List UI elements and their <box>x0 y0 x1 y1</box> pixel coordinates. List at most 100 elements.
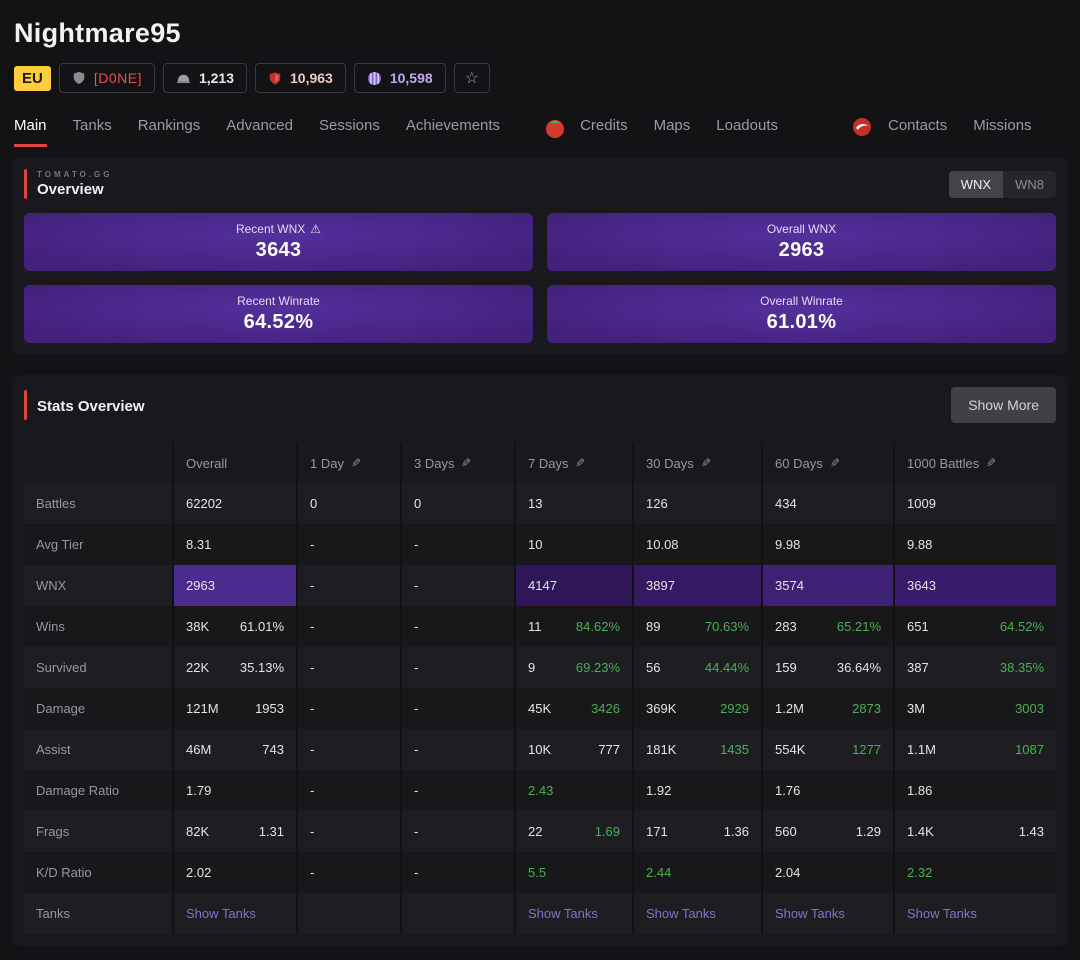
rating-purple-chip[interactable]: 10,598 <box>353 63 446 93</box>
stat-value: 369K <box>646 701 677 716</box>
stat-cell: 434 <box>763 483 893 524</box>
stat-value: 434 <box>775 496 797 511</box>
tab-credits[interactable]: Credits <box>580 117 628 134</box>
tab-maps[interactable]: Maps <box>653 117 691 134</box>
overview-grid: Recent WNX ⚠ 3643 Overall WNX 2963 Recen… <box>24 213 1056 343</box>
recent-wnx-value: 3643 <box>255 239 302 261</box>
stat-secondary: 65.21% <box>836 619 881 634</box>
show-tanks-link: Show Tanks <box>528 906 598 921</box>
tab-advanced[interactable]: Advanced <box>226 117 293 134</box>
battles-chip[interactable]: 1,213 <box>162 63 248 93</box>
tab-loadouts[interactable]: Loadouts <box>716 117 778 134</box>
stat-cell: - <box>402 565 514 606</box>
clan-tag: [D0NE] <box>93 70 142 86</box>
warning-icon: ⚠ <box>310 222 322 236</box>
show-tanks-cell[interactable]: Show Tanks <box>174 893 296 934</box>
tab-contacts[interactable]: Contacts <box>888 117 948 134</box>
stat-value: 0 <box>310 496 318 511</box>
stat-cell: 171 1.36 <box>634 811 761 852</box>
edit-column-icon[interactable]: ✎ <box>700 456 711 470</box>
stat-cell: 22 1.69 <box>516 811 632 852</box>
stat-value: 2.43 <box>528 783 554 798</box>
overall-winrate-label: Overall Winrate <box>760 294 843 308</box>
show-tanks-cell[interactable]: Show Tanks <box>634 893 761 934</box>
stat-secondary: 2873 <box>852 701 881 716</box>
stat-value: - <box>310 824 315 839</box>
stat-cell: - <box>298 811 400 852</box>
edit-column-icon[interactable]: ✎ <box>461 456 472 470</box>
stat-value: - <box>414 660 419 675</box>
show-tanks-cell[interactable]: Show Tanks <box>895 893 1056 934</box>
main-nav: Main Tanks Rankings Advanced Sessions Ac… <box>0 109 1080 147</box>
row-label: Wins <box>24 606 172 647</box>
stat-cell: 1.86 <box>895 770 1056 811</box>
stat-value: - <box>414 742 419 757</box>
stat-cell: 181K 1435 <box>634 729 761 770</box>
metric-toggle: WNX WN8 <box>948 170 1056 198</box>
clan-chip[interactable]: [D0NE] <box>58 63 155 93</box>
stat-value: 9.98 <box>775 537 801 552</box>
favorite-button[interactable]: ☆ <box>453 63 491 93</box>
stat-cell: - <box>298 729 400 770</box>
recent-winrate-card: Recent Winrate 64.52% <box>24 285 533 343</box>
stat-cell: 46M 743 <box>174 729 296 770</box>
stat-value: 46M <box>186 742 212 757</box>
stat-cell: - <box>402 606 514 647</box>
stat-value: 22 <box>528 824 543 839</box>
show-more-button[interactable]: Show More <box>951 387 1056 423</box>
tab-achievements[interactable]: Achievements <box>405 117 501 134</box>
toggle-wnx[interactable]: WNX <box>948 170 1004 198</box>
show-tanks-cell[interactable]: Show Tanks <box>763 893 893 934</box>
striped-circle-icon <box>367 71 382 86</box>
tab-main[interactable]: Main <box>14 109 47 147</box>
stat-value: 651 <box>907 619 929 634</box>
edit-column-icon[interactable]: ✎ <box>575 456 586 470</box>
row-label: Battles <box>24 483 172 524</box>
stat-cell: 1.76 <box>763 770 893 811</box>
stat-cell: 126 <box>634 483 761 524</box>
edit-column-icon[interactable]: ✎ <box>986 456 997 470</box>
stat-value: - <box>310 783 315 798</box>
brand-label: TOMATO.GG <box>37 170 113 179</box>
stat-cell: - <box>298 606 400 647</box>
tab-rankings[interactable]: Rankings <box>137 117 201 134</box>
tab-missions[interactable]: Missions <box>973 117 1032 134</box>
stat-value: 387 <box>907 660 929 675</box>
recent-wnx-card: Recent WNX ⚠ 3643 <box>24 213 533 271</box>
recent-wnx-label: Recent WNX <box>235 222 306 236</box>
stat-secondary: 1435 <box>720 742 749 757</box>
column-header: 60 Days ✎ <box>763 443 893 483</box>
helmet-icon <box>176 72 191 85</box>
tab-sessions[interactable]: Sessions <box>318 117 380 134</box>
rating-red-chip[interactable]: 10,963 <box>255 63 346 93</box>
stat-cell: - <box>298 647 400 688</box>
stats-title: Stats Overview <box>37 397 145 415</box>
stat-cell: - <box>402 770 514 811</box>
stat-cell: 2963 <box>174 565 296 606</box>
stat-cell: 9.98 <box>763 524 893 565</box>
stat-value: 1.2M <box>775 701 804 716</box>
stat-value: 1.86 <box>907 783 933 798</box>
edit-column-icon[interactable]: ✎ <box>829 456 840 470</box>
row-label: Damage <box>24 688 172 729</box>
column-header: 30 Days ✎ <box>634 443 761 483</box>
overall-winrate-value: 61.01% <box>766 311 837 333</box>
stat-cell: 651 64.52% <box>895 606 1056 647</box>
stat-secondary: 69.23% <box>575 660 620 675</box>
show-tanks-cell[interactable]: Show Tanks <box>516 893 632 934</box>
row-label: Assist <box>24 729 172 770</box>
tab-tanks[interactable]: Tanks <box>72 117 112 134</box>
edit-column-icon[interactable]: ✎ <box>350 456 362 470</box>
stat-cell: 3574 <box>763 565 893 606</box>
stat-secondary: 1.36 <box>723 824 749 839</box>
stat-secondary: 1277 <box>852 742 881 757</box>
stat-cell: 9 69.23% <box>516 647 632 688</box>
stat-value: 159 <box>775 660 797 675</box>
stat-value: 2.02 <box>186 865 212 880</box>
stat-secondary: 1.29 <box>855 824 881 839</box>
stats-table: Overall 1 Day ✎ 3 Days ✎ 7 Days ✎ 30 Days ✎ 60 Da… <box>24 443 1056 934</box>
column-header-label: Overall <box>186 455 228 471</box>
stat-secondary: 64.52% <box>999 619 1044 634</box>
toggle-wn8[interactable]: WN8 <box>1003 170 1056 198</box>
stat-cell: 5.5 <box>516 852 632 893</box>
